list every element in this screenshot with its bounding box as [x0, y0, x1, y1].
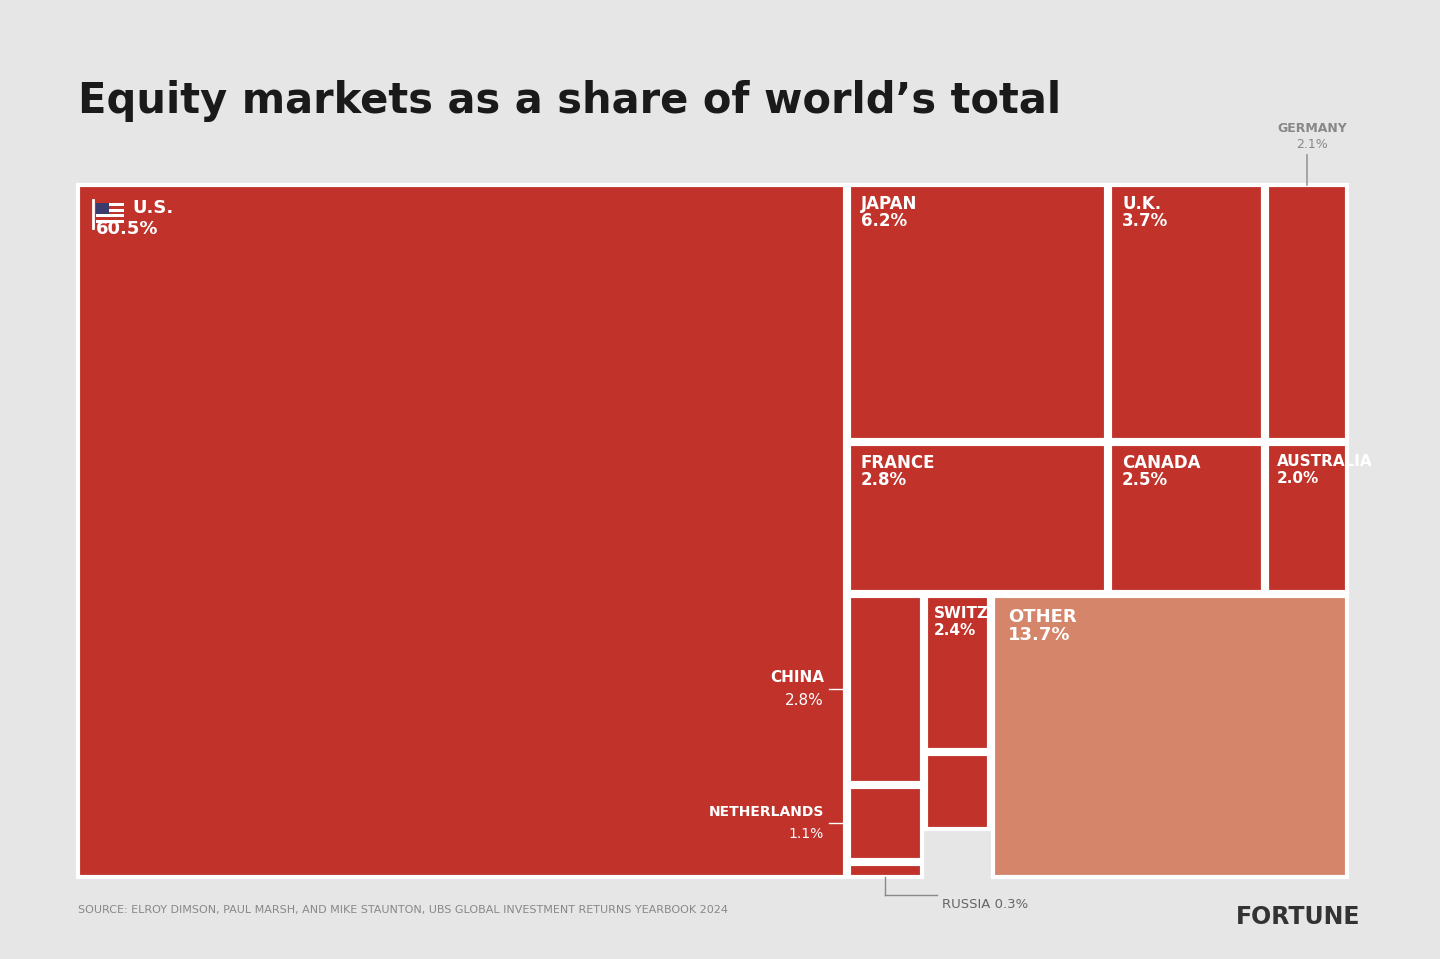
Text: 2.8%: 2.8%: [785, 693, 824, 708]
Text: GERMANY: GERMANY: [1277, 122, 1346, 135]
FancyBboxPatch shape: [926, 596, 989, 750]
Text: OTHER: OTHER: [1008, 608, 1077, 626]
FancyBboxPatch shape: [1110, 444, 1263, 592]
Text: NETHERLANDS: NETHERLANDS: [708, 805, 824, 819]
FancyBboxPatch shape: [850, 864, 922, 877]
FancyBboxPatch shape: [850, 787, 922, 860]
Text: FORTUNE: FORTUNE: [1236, 905, 1359, 929]
Text: 6.2%: 6.2%: [861, 212, 907, 230]
Bar: [96, 206, 124, 209]
Bar: [96, 203, 108, 215]
Text: Equity markets as a share of world’s total: Equity markets as a share of world’s tot…: [78, 80, 1061, 122]
Text: 1.1%: 1.1%: [789, 827, 824, 841]
FancyBboxPatch shape: [850, 596, 922, 783]
Text: U.S.: U.S.: [132, 199, 173, 217]
FancyBboxPatch shape: [1267, 185, 1346, 440]
FancyBboxPatch shape: [994, 596, 1346, 877]
Bar: [96, 218, 124, 221]
Bar: [96, 215, 124, 218]
Text: 60.5%: 60.5%: [96, 220, 158, 238]
Text: JAPAN: JAPAN: [861, 195, 917, 213]
Text: CANADA: CANADA: [1122, 454, 1201, 472]
Text: FRANCE: FRANCE: [861, 454, 936, 472]
Text: AUSTRALIA: AUSTRALIA: [1277, 454, 1372, 469]
FancyBboxPatch shape: [1110, 185, 1263, 440]
Bar: [96, 209, 124, 212]
Text: SWITZ.: SWITZ.: [935, 606, 995, 621]
Text: U.K.: U.K.: [1122, 195, 1161, 213]
FancyBboxPatch shape: [1267, 444, 1346, 592]
Text: 2.8%: 2.8%: [861, 471, 907, 489]
FancyBboxPatch shape: [78, 185, 845, 877]
Text: RUSSIA 0.3%: RUSSIA 0.3%: [942, 898, 1028, 911]
FancyBboxPatch shape: [850, 185, 1106, 440]
Text: 13.7%: 13.7%: [1008, 626, 1070, 644]
FancyBboxPatch shape: [850, 444, 1106, 592]
Text: SOURCE: ELROY DIMSON, PAUL MARSH, AND MIKE STAUNTON, UBS GLOBAL INVESTMENT RETUR: SOURCE: ELROY DIMSON, PAUL MARSH, AND MI…: [78, 905, 729, 915]
FancyBboxPatch shape: [926, 754, 989, 829]
Bar: [96, 203, 124, 206]
Text: 2.0%: 2.0%: [1277, 471, 1319, 486]
Text: 3.7%: 3.7%: [1122, 212, 1168, 230]
Text: CHINA: CHINA: [770, 670, 824, 685]
Bar: [96, 212, 124, 215]
Text: 2.1%: 2.1%: [1296, 138, 1328, 151]
Text: 2.4%: 2.4%: [935, 623, 976, 638]
Bar: [96, 221, 124, 223]
Text: 2.5%: 2.5%: [1122, 471, 1168, 489]
